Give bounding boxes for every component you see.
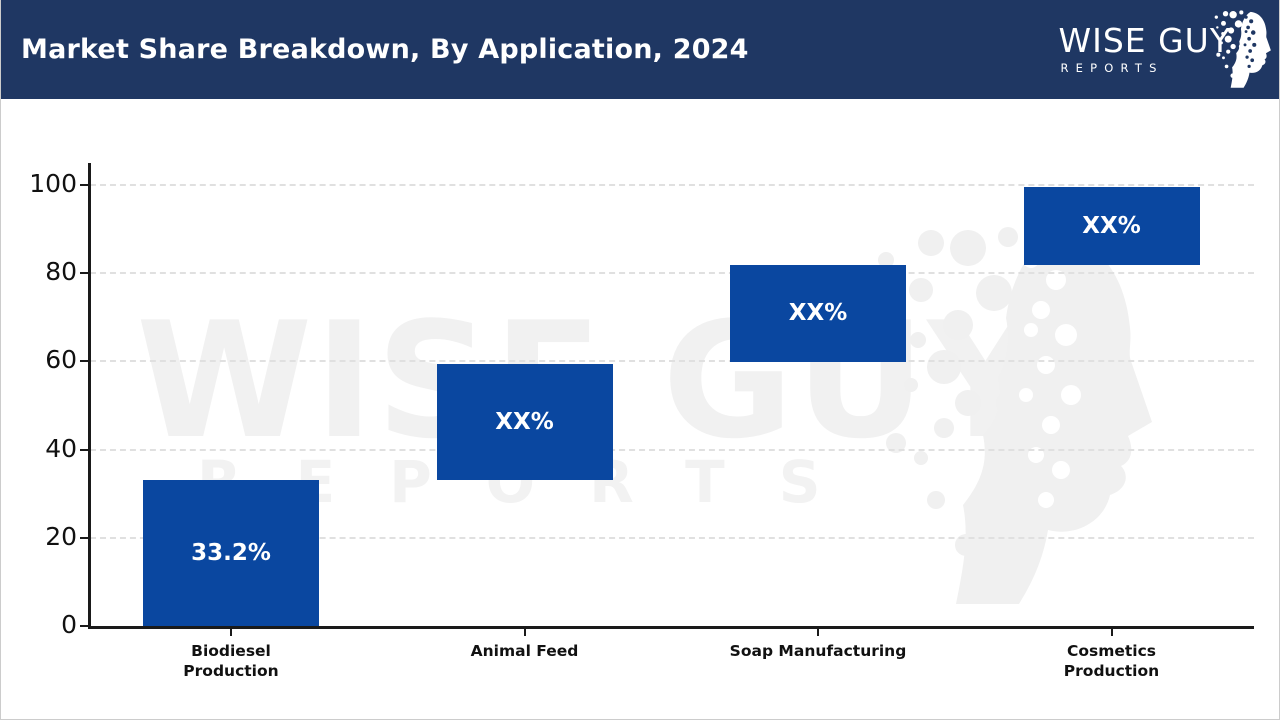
x-axis-label-animal-feed: Animal Feed	[415, 641, 635, 661]
y-tick	[80, 625, 90, 627]
y-axis-tick-label: 60	[45, 345, 77, 375]
y-axis-tick-label: 80	[45, 257, 77, 287]
gridline-100	[90, 184, 1254, 186]
x-axis-label-line: Biodiesel	[191, 642, 271, 660]
brand-name: WISE GUY	[1058, 21, 1231, 60]
bar-value-label: 33.2%	[191, 539, 271, 566]
x-axis-line	[88, 626, 1254, 629]
y-axis-line	[88, 163, 91, 628]
y-tick	[80, 272, 90, 275]
bar-biodiesel-production: 33.2%	[143, 479, 319, 626]
bar-value-label: XX%	[788, 300, 848, 327]
y-tick	[80, 536, 90, 539]
x-axis-label-line: Production	[183, 662, 279, 680]
x-axis-label-soap-manufacturing: Soap Manufacturing	[708, 641, 928, 661]
gridline-60	[90, 360, 1254, 363]
x-axis-label-line: Soap Manufacturing	[729, 642, 907, 660]
y-axis-tick-label: 0	[61, 610, 77, 639]
bar-value-label: XX%	[1082, 212, 1141, 239]
x-tick	[230, 629, 232, 636]
y-tick	[80, 184, 90, 186]
bar-value-label: XX%	[495, 408, 554, 435]
y-tick	[80, 360, 90, 363]
x-axis-label-line: Production	[1063, 662, 1160, 680]
page-title: Market Share Breakdown, By Application, …	[21, 34, 749, 65]
x-tick	[817, 629, 819, 636]
bar-animal-feed: XX%	[436, 364, 613, 480]
header-bar: Market Share Breakdown, By Application, …	[1, 0, 1279, 99]
brand-logo: WISE GUY REPORTS	[1058, 9, 1279, 90]
gridline-20	[90, 536, 1254, 539]
x-axis-label-line: Cosmetics	[1066, 642, 1157, 660]
x-tick	[1110, 629, 1113, 636]
bar-soap-manufacturing: XX%	[730, 264, 906, 362]
y-axis-tick-label: 40	[45, 433, 77, 463]
y-axis-tick-label: 20	[45, 521, 77, 551]
x-axis-label-line: Animal Feed	[470, 642, 579, 660]
bar-cosmetics-production: XX%	[1023, 186, 1200, 265]
brand-subname: REPORTS	[1060, 61, 1164, 75]
brand-face-icon	[1214, 9, 1271, 88]
x-axis-label-cosmetics-production: Cosmetics Production	[1002, 641, 1222, 681]
gridline-80	[90, 272, 1254, 275]
x-axis-label-biodiesel-production: Biodiesel Production	[121, 641, 341, 681]
gridline-40	[90, 448, 1254, 451]
x-tick	[523, 629, 526, 636]
brand-logo-text: WISE GUY REPORTS	[1058, 24, 1231, 75]
y-axis-tick-label: 100	[29, 169, 77, 198]
y-tick	[80, 448, 90, 451]
